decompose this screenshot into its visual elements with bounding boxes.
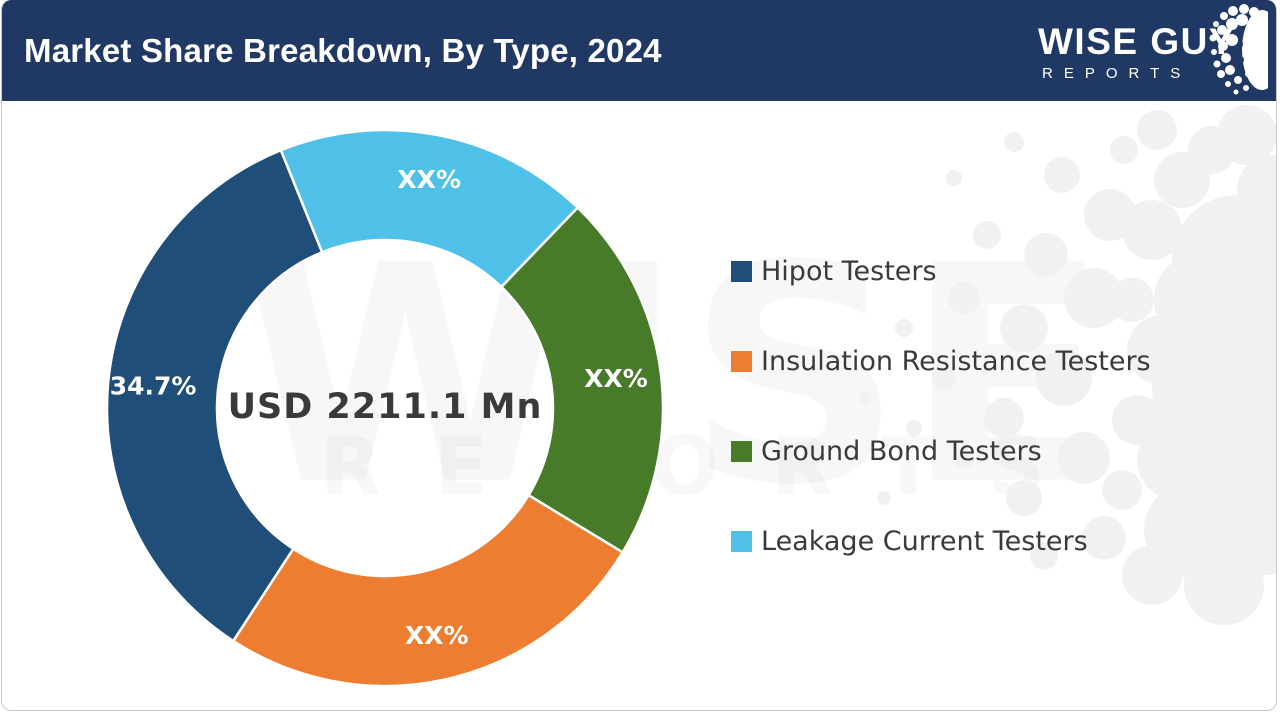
logo-subtext: REPORTS: [1042, 65, 1191, 82]
wise-guy-reports-logo: WISE GUY REPORTS: [1038, 4, 1268, 95]
slice-percent-label-hipot-testers: 34.7%: [110, 372, 197, 401]
slice-percent-label-leakage-current-testers: XX%: [397, 165, 461, 194]
legend-swatch: [731, 531, 752, 552]
logo-face-icon: [1209, 4, 1268, 95]
legend-item-label: Hipot Testers: [761, 256, 937, 287]
slice-percent-label-insulation-resistance-testers: XX%: [405, 621, 469, 650]
legend-item-label: Leakage Current Testers: [761, 526, 1088, 557]
legend: Hipot Testers Insulation Resistance Teste…: [731, 256, 1151, 557]
legend-item-leakage-current-testers: Leakage Current Testers: [731, 526, 1151, 557]
legend-item-hipot-testers: Hipot Testers: [731, 256, 1151, 287]
legend-item-insulation-resistance-testers: Insulation Resistance Testers: [731, 346, 1151, 377]
legend-swatch: [731, 441, 752, 462]
legend-item-ground-bond-testers: Ground Bond Testers: [731, 436, 1151, 467]
legend-swatch: [731, 261, 752, 282]
legend-item-label: Insulation Resistance Testers: [761, 346, 1151, 377]
donut-center-value: USD 2211.1 Mn: [227, 387, 543, 427]
page-title: Market Share Breakdown, By Type, 2024: [24, 31, 662, 69]
legend-item-label: Ground Bond Testers: [761, 436, 1042, 467]
legend-swatch: [731, 351, 752, 372]
header: Market Share Breakdown, By Type, 2024 WI…: [2, 0, 1276, 101]
logo-text: WISE GUY: [1038, 21, 1235, 62]
